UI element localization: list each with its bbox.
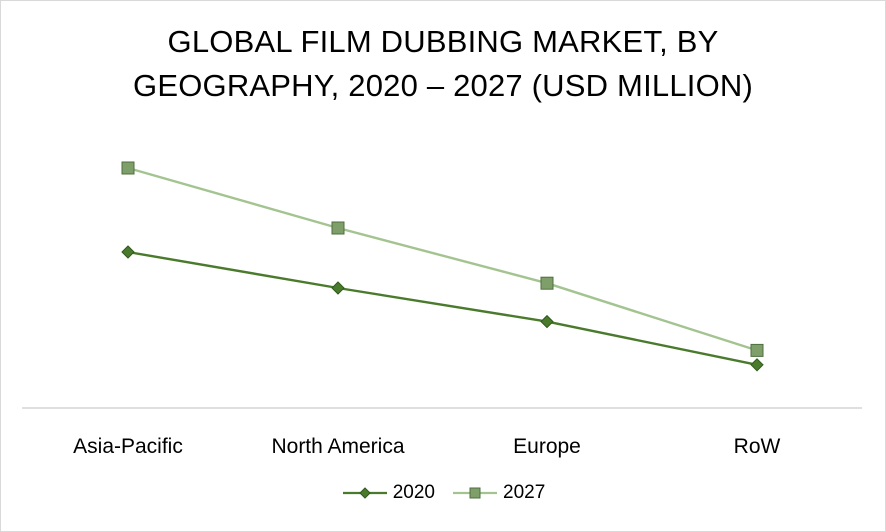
diamond-marker-icon [359,487,371,499]
category-label-north-america: North America [271,435,404,458]
square-marker-icon [469,487,481,499]
legend-label-2020: 2020 [392,482,435,503]
category-label-row: RoW [734,435,781,458]
category-label-europe: Europe [513,435,581,458]
point-2027-asia-pacific [121,161,135,175]
point-2020-north-america [331,281,345,295]
chart-title-line-2: GEOGRAPHY, 2020 – 2027 (USD MILLION) [133,68,753,103]
chart-title-line-1: GLOBAL FILM DUBBING MARKET, BY [167,24,719,59]
series-layer [121,161,764,372]
legend-key-2020 [342,487,387,499]
point-2020-europe [540,314,554,329]
point-2027-europe [540,276,554,290]
chart-title: GLOBAL FILM DUBBING MARKET, BY GEOGRAPHY… [0,20,886,108]
category-label-asia-pacific: Asia-Pacific [73,435,183,458]
series-line-2027 [127,166,758,352]
point-2020-row [750,358,764,372]
point-2027-row [750,343,764,357]
legend-item-2027: 2027 [451,482,545,504]
point-2020-asia-pacific [121,245,135,259]
legend-label-2027: 2027 [503,482,546,503]
point-2027-north-america [331,221,345,235]
legend: 2020 2027 [0,482,886,504]
category-labels: Asia-Pacific North America Europe RoW [73,435,780,458]
legend-key-2027 [453,487,497,499]
legend-item-2020: 2020 [341,482,435,504]
series-line-2020 [127,250,758,366]
